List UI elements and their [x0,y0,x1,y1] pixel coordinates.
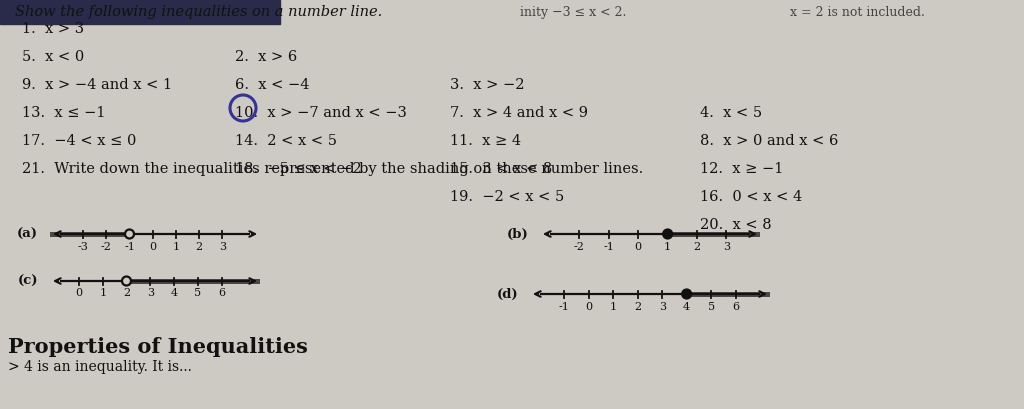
Text: -1: -1 [603,241,614,252]
Text: (a): (a) [17,227,38,240]
Text: 4: 4 [170,288,177,299]
Text: -2: -2 [101,241,112,252]
Text: 17.  −4 < x ≤ 0: 17. −4 < x ≤ 0 [22,134,136,148]
Circle shape [122,276,131,285]
Text: (c): (c) [17,274,38,288]
Text: 2: 2 [123,288,130,299]
Text: 16.  0 < x < 4: 16. 0 < x < 4 [700,190,802,204]
Text: 7.  x > 4 and x < 9: 7. x > 4 and x < 9 [450,106,588,120]
Text: 5: 5 [195,288,202,299]
Text: 4.  x < 5: 4. x < 5 [700,106,762,120]
Text: 3.  x > −2: 3. x > −2 [450,78,524,92]
Text: 1: 1 [665,241,671,252]
Text: 0: 0 [150,241,157,252]
Text: 1: 1 [172,241,179,252]
Text: 1.  x > 3: 1. x > 3 [22,22,84,36]
Text: 0: 0 [76,288,83,299]
Text: Properties of Inequalities: Properties of Inequalities [8,337,308,357]
Text: 21.  Write down the inequalities represented by the shading on these number line: 21. Write down the inequalities represen… [22,162,643,176]
Text: > 4 is an inequality. It is...: > 4 is an inequality. It is... [8,360,191,374]
Text: 6.  x < −4: 6. x < −4 [234,78,309,92]
Text: 2: 2 [693,241,700,252]
Text: 6: 6 [732,301,739,312]
Text: -2: -2 [574,241,585,252]
Text: 0: 0 [635,241,642,252]
Text: 9.  x > −4 and x < 1: 9. x > −4 and x < 1 [22,78,172,92]
Text: (d): (d) [497,288,518,301]
Text: 10.  x > −7 and x < −3: 10. x > −7 and x < −3 [234,106,407,120]
Text: -1: -1 [124,241,135,252]
Text: 20.  x < 8: 20. x < 8 [700,218,772,232]
Text: -3: -3 [78,241,89,252]
Circle shape [125,229,134,238]
Text: 3: 3 [219,241,225,252]
Text: 3: 3 [723,241,730,252]
Text: 2: 2 [634,301,641,312]
Text: 13.  x ≤ −1: 13. x ≤ −1 [22,106,105,120]
Text: 0: 0 [586,301,593,312]
Text: 6: 6 [218,288,225,299]
Text: inity −3 ≤ x < 2.: inity −3 ≤ x < 2. [520,6,627,19]
Text: 18.  −5 ≤ x < −2: 18. −5 ≤ x < −2 [234,162,361,176]
Text: 3: 3 [146,288,154,299]
Text: 1: 1 [609,301,616,312]
Circle shape [682,290,691,299]
Text: 2.  x > 6: 2. x > 6 [234,50,297,64]
Text: 19.  −2 < x < 5: 19. −2 < x < 5 [450,190,564,204]
Text: 4: 4 [683,301,690,312]
Text: 11.  x ≥ 4: 11. x ≥ 4 [450,134,521,148]
Text: 2: 2 [196,241,203,252]
Text: 15.  3 < x < 8: 15. 3 < x < 8 [450,162,552,176]
Circle shape [664,229,672,238]
Text: 5: 5 [708,301,715,312]
Text: 12.  x ≥ −1: 12. x ≥ −1 [700,162,783,176]
Text: Show the following inequalities on a number line.: Show the following inequalities on a num… [15,5,382,19]
Text: 5.  x < 0: 5. x < 0 [22,50,84,64]
Text: 1: 1 [99,288,106,299]
Text: -1: -1 [559,301,570,312]
Text: 8.  x > 0 and x < 6: 8. x > 0 and x < 6 [700,134,839,148]
Text: (b): (b) [506,227,528,240]
Text: 14.  2 < x < 5: 14. 2 < x < 5 [234,134,337,148]
Text: x = 2 is not included.: x = 2 is not included. [790,6,925,19]
Bar [0,0,280,24]
Text: 3: 3 [658,301,666,312]
